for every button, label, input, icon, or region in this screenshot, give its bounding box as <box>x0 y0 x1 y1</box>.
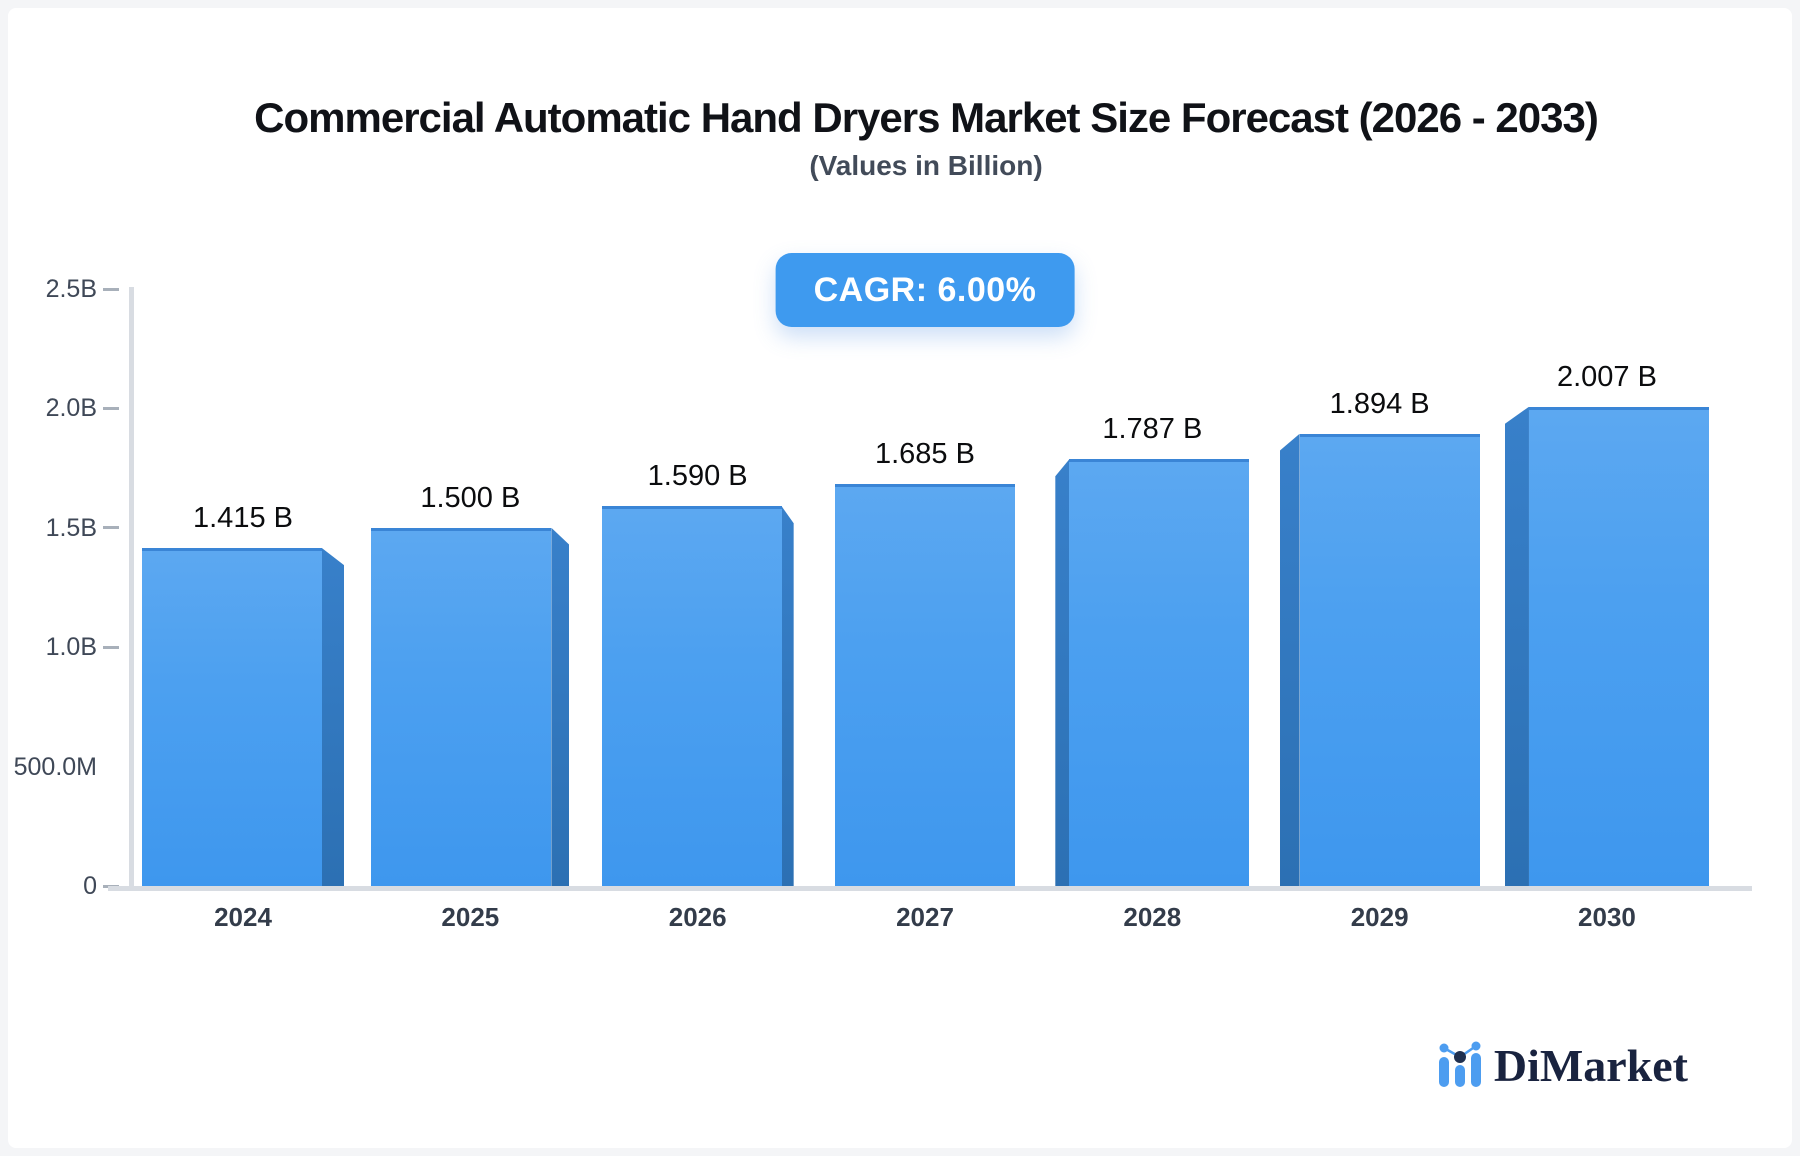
bar-2025[interactable] <box>371 527 552 886</box>
bar-side-2024 <box>322 548 344 886</box>
chart-subtitle: (Values in Billion) <box>809 150 1043 181</box>
x-axis-label-2030: 2030 <box>1578 902 1636 932</box>
bar-2026[interactable] <box>601 506 782 886</box>
x-axis-label-2026: 2026 <box>668 902 727 932</box>
cagr-badge: CAGR: 6.00% <box>775 253 1075 327</box>
bar-2028[interactable] <box>1069 459 1250 886</box>
dimarket-logo-text: DiMarket <box>1493 1040 1688 1091</box>
bar-2027[interactable] <box>834 483 1015 886</box>
x-axis-label-2029: 2029 <box>1350 902 1409 932</box>
dimarket-logo[interactable]: DiMarket <box>1436 1038 1688 1094</box>
y-axis-label: 1.5B <box>45 513 97 542</box>
bar-side-2030 <box>1504 406 1529 886</box>
bar-value-label-2030: 2.007 B <box>1556 360 1657 393</box>
x-axis-label-2027: 2027 <box>896 902 954 932</box>
bar-value-label-2029: 1.894 B <box>1329 387 1430 420</box>
chart-title: Commercial Automatic Hand Dryers Market … <box>254 94 1599 141</box>
bar-side-2028 <box>1055 459 1070 886</box>
bar-2029[interactable] <box>1299 433 1480 886</box>
y-axis-label: 500.0M <box>13 752 97 781</box>
x-axis-label-2025: 2025 <box>441 902 500 932</box>
bar-value-label-2026: 1.590 B <box>647 460 748 493</box>
y-axis-line <box>129 287 134 891</box>
y-axis-label: 2.5B <box>45 275 97 303</box>
bar-value-label-2024: 1.415 B <box>193 502 293 535</box>
x-axis-label-2028: 2028 <box>1123 902 1182 932</box>
y-axis-tick <box>103 287 119 291</box>
bar-side-2026 <box>781 506 794 886</box>
x-axis-line <box>108 886 1752 891</box>
bar-value-label-2025: 1.500 B <box>420 481 521 514</box>
bar-2030[interactable] <box>1528 406 1709 886</box>
y-axis-label: 1.0B <box>45 633 97 662</box>
y-axis-tick <box>103 645 119 649</box>
y-axis-tick <box>103 526 119 530</box>
bar-side-2029 <box>1279 433 1300 886</box>
y-axis-label: 2.0B <box>45 394 97 423</box>
y-axis-tick <box>103 406 119 410</box>
dimarket-logo-icon <box>1436 1040 1484 1092</box>
bar-2024[interactable] <box>142 548 322 886</box>
bar-side-2025 <box>551 527 570 886</box>
bar-value-label-2028: 1.787 B <box>1102 413 1203 446</box>
y-axis-label: 0 <box>83 872 97 900</box>
bar-value-label-2027: 1.685 B <box>874 437 975 470</box>
x-axis-label-2024: 2024 <box>214 902 272 932</box>
